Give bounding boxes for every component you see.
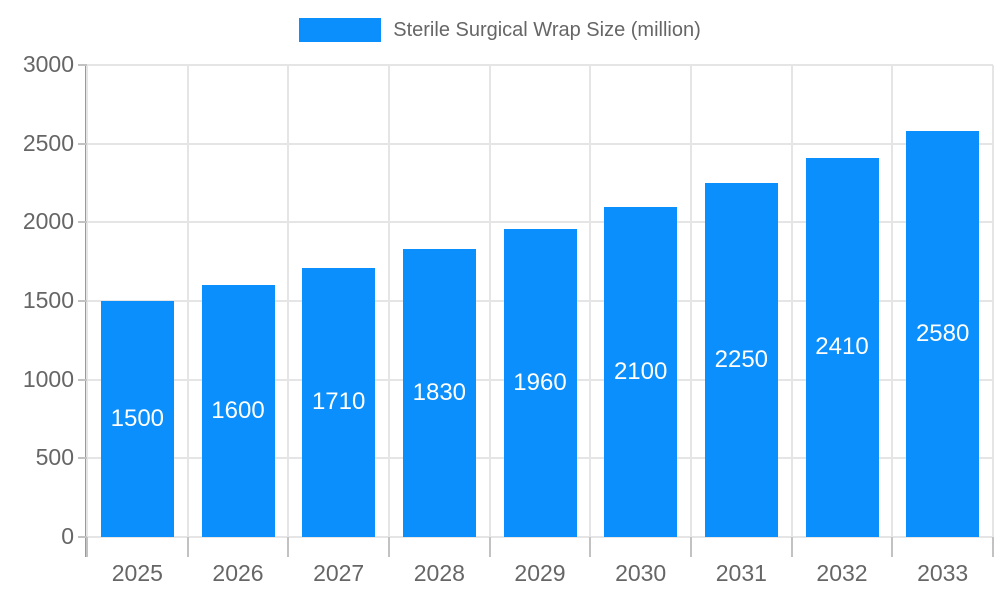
plot-area: 1500 1600 1710 1830 1960 2100 2250 2410 2580: [86, 64, 994, 538]
y-tick: [78, 300, 87, 302]
bar-value-label: 1600: [211, 397, 265, 425]
x-tick: [388, 537, 390, 557]
legend: Sterile Surgical Wrap Size (million): [0, 18, 1000, 42]
x-tick-label: 2030: [615, 560, 667, 586]
bar-value-label: 1960: [513, 368, 567, 396]
y-gridline: [87, 142, 993, 145]
y-tick: [78, 142, 87, 145]
x-tick: [488, 537, 491, 557]
bar-value-label: 1710: [311, 388, 366, 416]
x-tick: [86, 537, 88, 557]
bar-2032[interactable]: 2410: [805, 157, 879, 537]
x-gridline: [186, 65, 189, 537]
y-tick: [78, 457, 87, 460]
y-gridline: [87, 536, 993, 538]
x-tick-label: 2025: [111, 560, 163, 586]
legend-item[interactable]: Sterile Surgical Wrap Size (million): [299, 18, 701, 42]
x-tick: [287, 537, 290, 557]
y-tick: [78, 378, 87, 381]
y-tick-label: 500: [35, 444, 74, 471]
bar-2028[interactable]: 1830: [402, 249, 476, 537]
x-tick: [992, 537, 994, 557]
bar-value-label: 1500: [110, 405, 165, 432]
y-tick-label: 1000: [22, 365, 74, 392]
x-tick-label: 2029: [514, 560, 566, 586]
x-tick-label: 2032: [816, 560, 868, 586]
y-tick: [78, 536, 87, 538]
x-tick: [790, 537, 793, 557]
bar-2030[interactable]: 2100: [604, 206, 678, 537]
x-gridline: [891, 65, 894, 537]
x-gridline: [488, 65, 491, 537]
y-tick-label: 1500: [22, 287, 74, 313]
y-tick-label: 0: [61, 523, 74, 549]
bar-2033[interactable]: 2580: [906, 131, 980, 537]
x-tick-label: 2027: [313, 560, 365, 586]
bar-2026[interactable]: 1600: [201, 285, 275, 537]
y-tick: [78, 64, 87, 66]
x-tick-label: 2028: [413, 560, 465, 586]
x-tick-label: 2026: [212, 560, 264, 586]
legend-label: Sterile Surgical Wrap Size (million): [393, 18, 701, 41]
y-gridline: [87, 64, 993, 66]
x-gridline: [589, 65, 592, 537]
bar-value-label: 2580: [915, 320, 970, 348]
x-tick: [891, 537, 894, 557]
bar-2027[interactable]: 1710: [302, 267, 376, 537]
x-gridline: [690, 65, 692, 537]
bar-value-label: 2410: [815, 333, 869, 361]
x-tick: [690, 537, 692, 557]
x-gridline: [790, 65, 793, 537]
y-tick-label: 3000: [22, 51, 74, 77]
x-gridline: [992, 65, 994, 537]
y-tick: [78, 221, 87, 224]
y-tick-label: 2500: [22, 129, 74, 156]
legend-swatch-icon: [299, 18, 382, 42]
y-tick-label: 2000: [22, 208, 74, 235]
bar-2025[interactable]: 1500: [100, 301, 174, 537]
bar-2031[interactable]: 2250: [704, 183, 778, 537]
x-tick: [589, 537, 592, 557]
bar-value-label: 1830: [412, 379, 467, 407]
bar-value-label: 2250: [714, 346, 769, 373]
x-gridline: [388, 65, 390, 537]
x-gridline: [287, 65, 290, 537]
bar-value-label: 2100: [613, 357, 668, 385]
x-gridline: [86, 65, 88, 537]
x-tick-label: 2031: [715, 560, 767, 586]
x-tick-label: 2033: [917, 560, 969, 586]
y-gridline: [87, 221, 993, 224]
bar-2029[interactable]: 1960: [503, 228, 577, 537]
x-tick: [186, 537, 189, 557]
